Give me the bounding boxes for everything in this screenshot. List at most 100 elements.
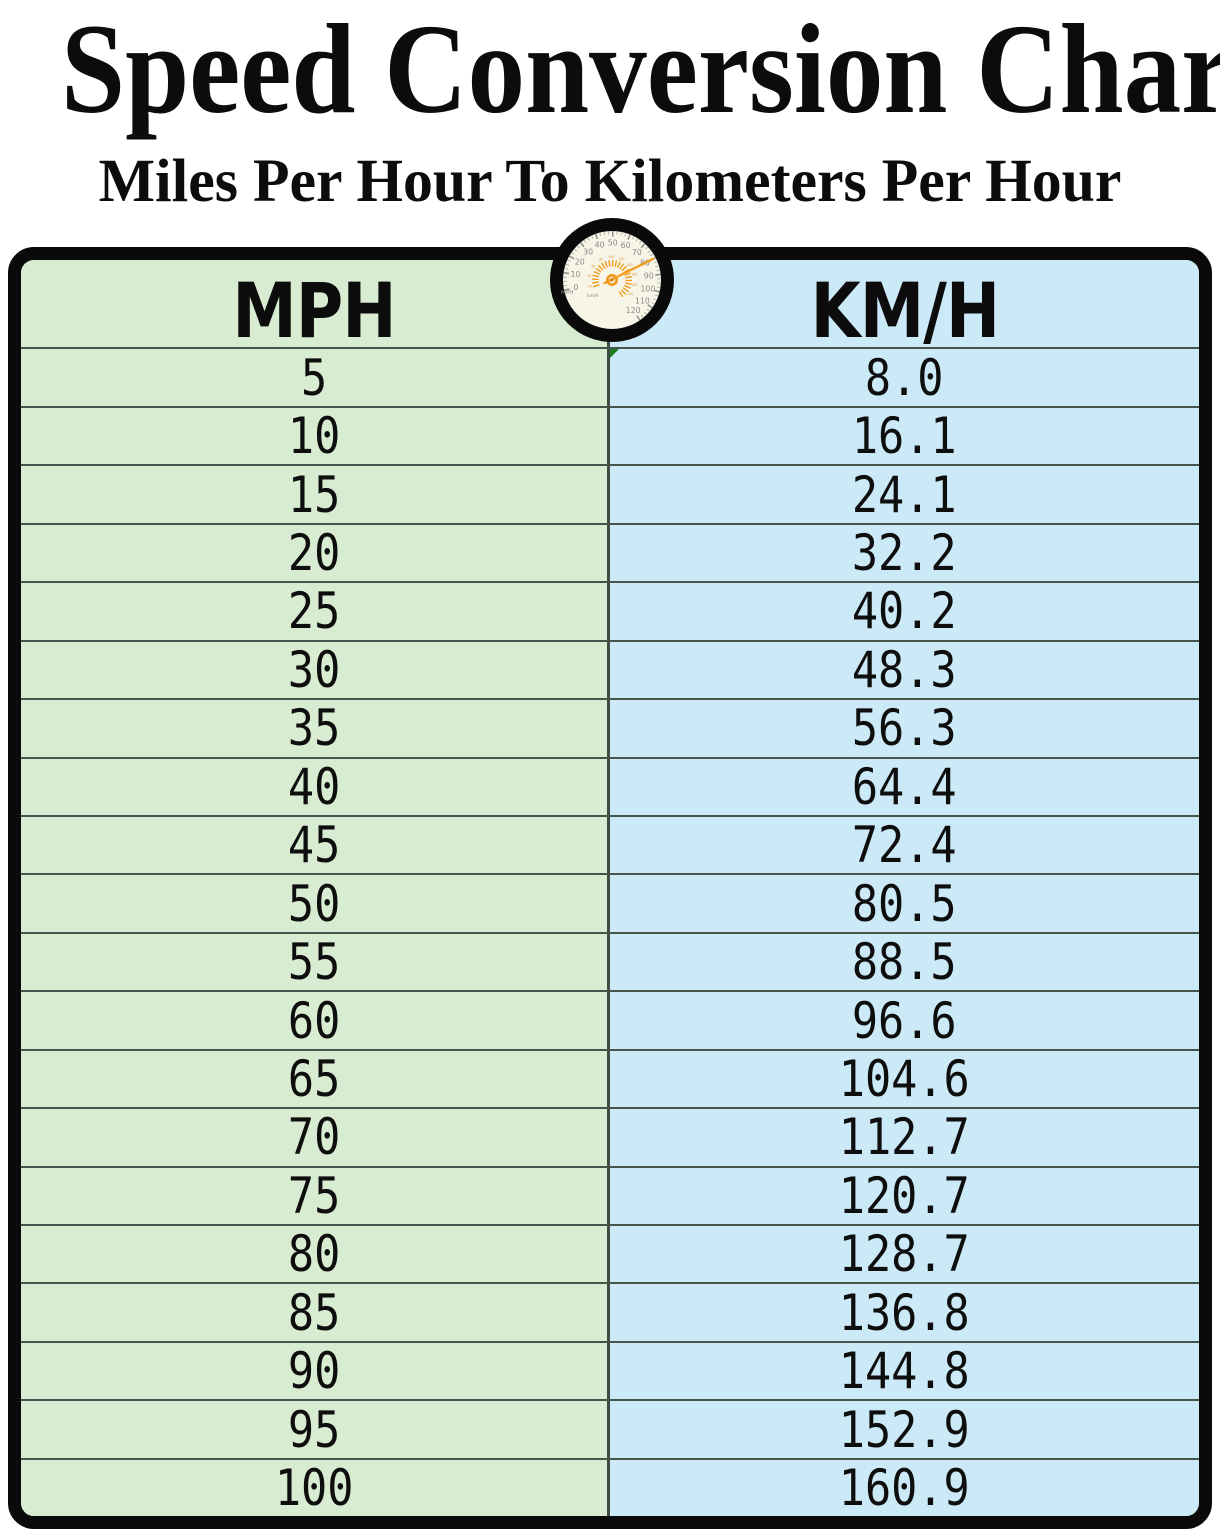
gauge-inner-number: 200 xyxy=(627,293,633,297)
mph-cell: 10 xyxy=(21,408,610,464)
speedometer-icon: 0102030405060708090100110120MPHkm/h20406… xyxy=(549,217,675,343)
kmh-value: 64.4 xyxy=(852,762,957,812)
table-row: 95 152.9 xyxy=(21,1399,1199,1457)
table-row: 15 24.1 xyxy=(21,464,1199,522)
mph-cell: 15 xyxy=(21,466,610,522)
mph-cell: 20 xyxy=(21,525,610,581)
gauge-inner-dash xyxy=(609,261,610,266)
mph-cell: 5 xyxy=(21,349,610,405)
mph-cell: 35 xyxy=(21,700,610,756)
gauge-hub-dot xyxy=(611,279,614,282)
kmh-cell: 152.9 xyxy=(610,1401,1199,1457)
kmh-cell: 48.3 xyxy=(610,642,1199,698)
kmh-cell: 160.9 xyxy=(610,1460,1199,1516)
gauge-inner-number: 80 xyxy=(599,258,603,262)
kmh-cell: 8.0 xyxy=(610,349,1199,405)
table-row: 10 16.1 xyxy=(21,406,1199,464)
table-row: 55 88.5 xyxy=(21,932,1199,990)
mph-value: 45 xyxy=(288,820,340,870)
mph-value: 15 xyxy=(288,470,340,520)
gauge-inner-number: 140 xyxy=(627,264,633,268)
gauge-dial-number: 60 xyxy=(621,242,631,251)
table-row: 70 112.7 xyxy=(21,1107,1199,1165)
gauge-inner-number: 60 xyxy=(591,265,595,269)
mph-value: 10 xyxy=(288,411,340,461)
kmh-cell: 80.5 xyxy=(610,875,1199,931)
kmh-cell: 120.7 xyxy=(610,1168,1199,1224)
kmh-cell: 40.2 xyxy=(610,583,1199,639)
mph-cell: 55 xyxy=(21,934,610,990)
kmh-cell: 144.8 xyxy=(610,1343,1199,1399)
mph-cell: 30 xyxy=(21,642,610,698)
kmh-cell: 128.7 xyxy=(610,1226,1199,1282)
mph-value: 55 xyxy=(288,937,340,987)
kmh-value: 144.8 xyxy=(839,1346,970,1396)
gauge-dial-number: 30 xyxy=(583,248,593,257)
kmh-value: 80.5 xyxy=(852,879,957,929)
kmh-value: 96.6 xyxy=(852,996,957,1046)
kmh-value: 32.2 xyxy=(852,528,957,578)
kmh-cell: 16.1 xyxy=(610,408,1199,464)
kmh-cell: 24.1 xyxy=(610,466,1199,522)
table-row: 40 64.4 xyxy=(21,757,1199,815)
mph-cell: 50 xyxy=(21,875,610,931)
kmh-cell: 56.3 xyxy=(610,700,1199,756)
mph-value: 25 xyxy=(288,586,340,636)
mph-value: 70 xyxy=(288,1112,340,1162)
gauge-dial-number: 0 xyxy=(573,284,578,293)
table-row: 65 104.6 xyxy=(21,1049,1199,1107)
gauge-dial-number: 50 xyxy=(608,239,618,248)
mph-cell: 45 xyxy=(21,817,610,873)
mph-value: 50 xyxy=(288,879,340,929)
mph-cell: 75 xyxy=(21,1168,610,1224)
kmh-value: 112.7 xyxy=(839,1112,970,1162)
kmh-value: 24.1 xyxy=(852,470,957,520)
gauge-dial-number: 100 xyxy=(640,285,655,294)
mph-value: 20 xyxy=(288,528,340,578)
kmh-cell: 32.2 xyxy=(610,525,1199,581)
gauge-major-tick xyxy=(655,275,660,276)
gauge-inner-number: 160 xyxy=(631,273,637,277)
kmh-value: 160.9 xyxy=(839,1463,970,1513)
mph-cell: 95 xyxy=(21,1401,610,1457)
kmh-cell: 104.6 xyxy=(610,1051,1199,1107)
mph-value: 40 xyxy=(288,762,340,812)
table-row: 50 80.5 xyxy=(21,873,1199,931)
gauge-inner-dash xyxy=(626,277,631,278)
gauge-dial-number: 90 xyxy=(644,272,654,281)
table-row: 80 128.7 xyxy=(21,1224,1199,1282)
mph-value: 5 xyxy=(301,353,327,403)
mph-cell: 100 xyxy=(21,1460,610,1516)
kmh-value: 16.1 xyxy=(852,411,957,461)
mph-value: 65 xyxy=(288,1054,340,1104)
kmh-value: 152.9 xyxy=(839,1405,970,1455)
kmh-value: 88.5 xyxy=(852,937,957,987)
gauge-inner-number: 120 xyxy=(618,257,624,261)
mph-value: 85 xyxy=(288,1288,340,1338)
mph-value: 80 xyxy=(288,1229,340,1279)
gauge-inner-dash xyxy=(593,283,598,284)
table-row: 20 32.2 xyxy=(21,523,1199,581)
table-row: 25 40.2 xyxy=(21,581,1199,639)
gauge-dial-number: 110 xyxy=(635,297,650,306)
mph-cell: 40 xyxy=(21,759,610,815)
table-row: 100 160.9 xyxy=(21,1458,1199,1516)
column-header-kmh: KM/H xyxy=(610,260,1199,347)
page-subtitle: Miles Per Hour To Kilometers Per Hour xyxy=(12,148,1208,215)
gauge-dial-number: 20 xyxy=(575,258,585,267)
mph-value: 95 xyxy=(288,1405,340,1455)
mph-cell: 70 xyxy=(21,1109,610,1165)
mph-cell: 65 xyxy=(21,1051,610,1107)
kmh-value: 128.7 xyxy=(839,1229,970,1279)
gauge-inner-number: 100 xyxy=(608,255,614,259)
kmh-cell: 112.7 xyxy=(610,1109,1199,1165)
gauge-kmh-label: km/h xyxy=(587,293,599,299)
page-header: Speed Conversion Chart Miles Per Hour To… xyxy=(0,2,1220,215)
